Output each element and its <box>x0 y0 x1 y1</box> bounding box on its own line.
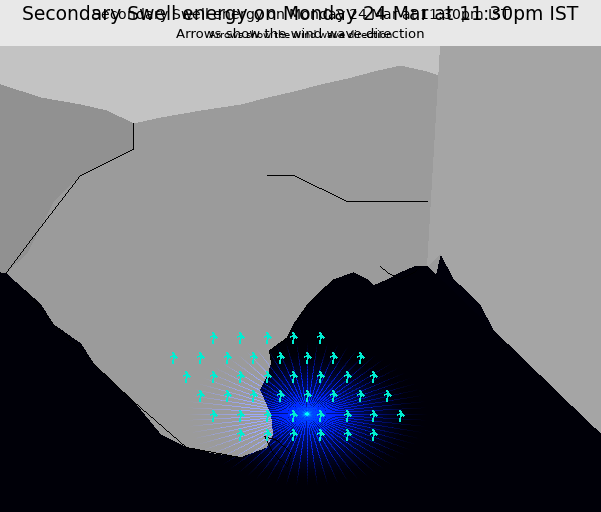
Text: Secondary Swell energy on Monday 24 Mar at 11:30pm IST: Secondary Swell energy on Monday 24 Mar … <box>22 6 579 25</box>
Text: Arrows show the wind wave direction: Arrows show the wind wave direction <box>176 28 425 40</box>
